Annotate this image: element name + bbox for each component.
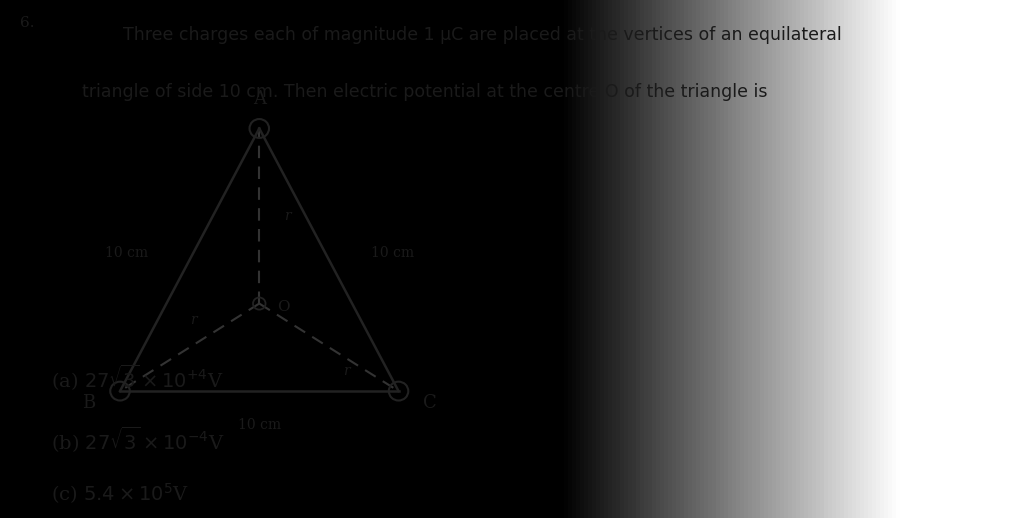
Text: (c) $5.4 \times 10^{5}$V: (c) $5.4 \times 10^{5}$V (51, 482, 189, 507)
Text: r: r (189, 313, 197, 327)
Text: O: O (276, 300, 290, 314)
Text: C: C (423, 395, 436, 412)
Text: 6.: 6. (20, 16, 35, 30)
Text: r: r (343, 364, 349, 378)
Text: (b) $27\sqrt{3} \times 10^{-4}$V: (b) $27\sqrt{3} \times 10^{-4}$V (51, 425, 224, 455)
Text: r: r (284, 209, 290, 223)
Text: 10 cm: 10 cm (371, 246, 414, 260)
Text: (a) $27\sqrt{3} \times 10^{+4}$V: (a) $27\sqrt{3} \times 10^{+4}$V (51, 363, 224, 393)
Text: 10 cm: 10 cm (104, 246, 147, 260)
Text: 10 cm: 10 cm (238, 418, 281, 432)
Text: triangle of side 10 cm. Then electric potential at the centre O of the triangle : triangle of side 10 cm. Then electric po… (82, 83, 767, 101)
Text: A: A (253, 90, 266, 108)
Text: B: B (82, 395, 95, 412)
Text: Three charges each of magnitude 1 μC are placed at the vertices of an equilatera: Three charges each of magnitude 1 μC are… (123, 26, 842, 44)
